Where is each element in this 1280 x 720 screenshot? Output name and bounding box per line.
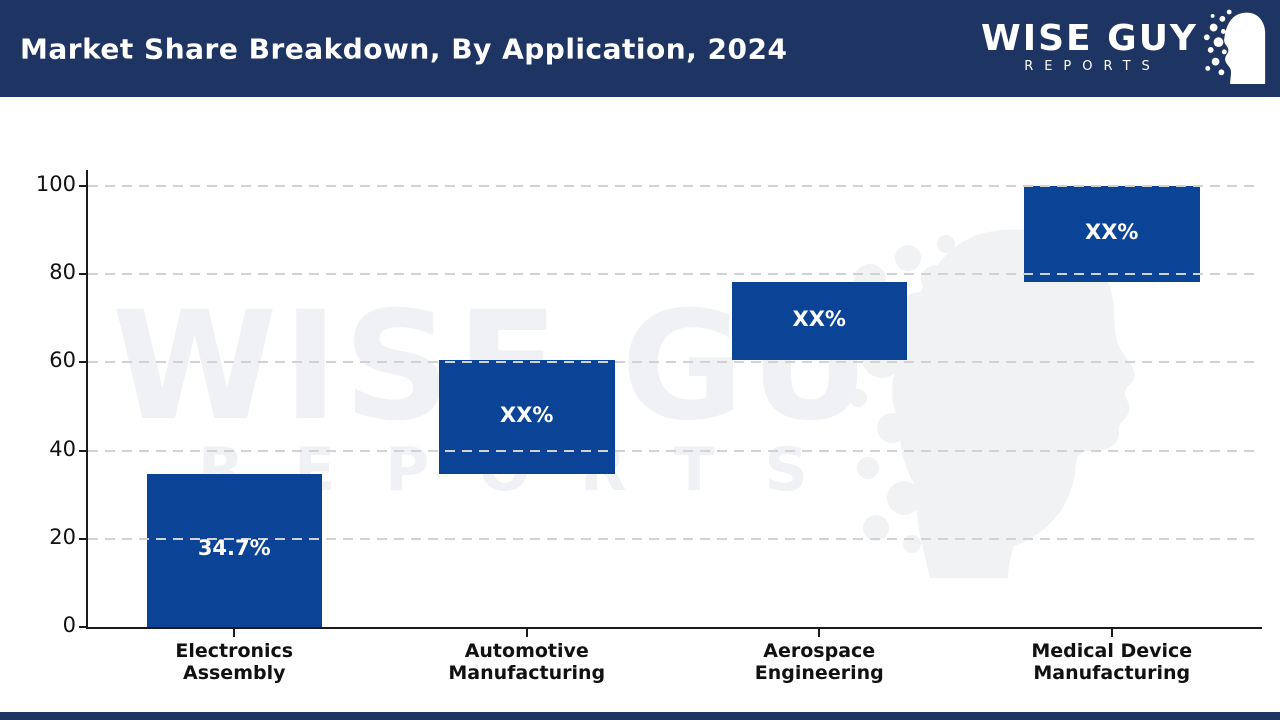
bar-value-label: XX% — [500, 403, 554, 428]
y-tick-mark — [79, 184, 86, 187]
gridline — [88, 537, 1258, 540]
gridline — [88, 361, 1258, 364]
brand-logo: WISE GUY REPORTS — [981, 6, 1270, 88]
dotted-head-logo-icon — [1203, 9, 1266, 84]
x-tick-mark — [525, 629, 528, 637]
bar-value-label: 34.7% — [197, 536, 271, 561]
page-title: Market Share Breakdown, By Application, … — [20, 32, 788, 65]
bar-value-label: XX% — [792, 307, 846, 332]
x-tick-mark — [1110, 629, 1113, 637]
x-category-label: Electronics Assembly — [175, 640, 294, 684]
x-tick-mark — [818, 629, 821, 637]
x-category-label: Automotive Manufacturing — [448, 640, 606, 684]
brand-subtitle: REPORTS — [1024, 58, 1161, 74]
y-axis-line — [86, 170, 88, 629]
y-tick-label: 40 — [49, 436, 76, 461]
gridline — [88, 449, 1258, 452]
y-tick-label: 0 — [62, 613, 76, 637]
y-tick-label: 60 — [49, 348, 76, 373]
x-axis-line — [86, 627, 1262, 629]
bar-segment — [731, 282, 907, 361]
brand-logo-text: WISE GUY REPORTS — [981, 20, 1198, 74]
y-tick-mark — [79, 449, 86, 452]
bar-segment — [439, 360, 615, 474]
y-tick-mark — [79, 537, 86, 540]
x-category-label: Medical Device Manufacturing — [1031, 640, 1193, 684]
gridline — [88, 273, 1258, 276]
bar-segment — [146, 473, 322, 627]
bar-segment — [1024, 185, 1200, 283]
y-tick-label: 80 — [49, 260, 76, 285]
y-tick-label: 100 — [35, 171, 76, 196]
brand-name: WISE GUY — [980, 18, 1198, 60]
y-tick-mark — [79, 273, 86, 276]
y-tick-mark — [79, 361, 86, 364]
header-band: Market Share Breakdown, By Application, … — [0, 0, 1280, 97]
gridline — [88, 184, 1258, 187]
y-tick-mark — [79, 626, 86, 628]
x-tick-mark — [233, 629, 236, 637]
y-tick-label: 20 — [49, 524, 76, 549]
footer-band — [0, 712, 1280, 720]
x-category-label: Aerospace Engineering — [754, 640, 884, 684]
bar-value-label: XX% — [1085, 219, 1139, 244]
